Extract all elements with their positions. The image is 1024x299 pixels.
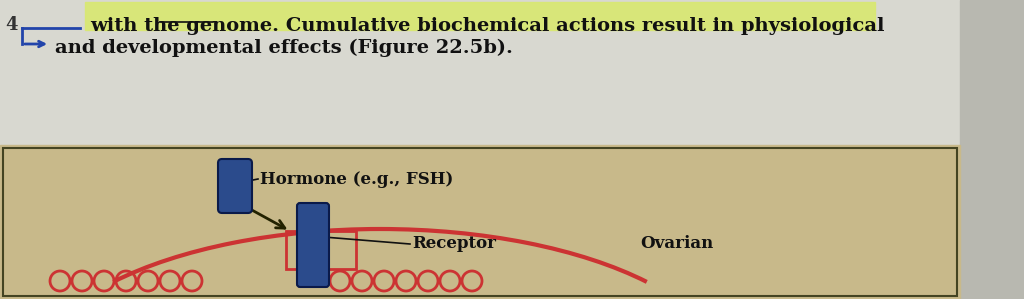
Bar	[85, 2, 874, 30]
Text: Ovarian: Ovarian	[640, 236, 714, 252]
Bar	[3, 148, 957, 296]
Bar	[286, 231, 314, 269]
Bar	[0, 0, 961, 145]
Text: and developmental effects (Figure 22.5b).: and developmental effects (Figure 22.5b)…	[55, 39, 513, 57]
FancyBboxPatch shape	[297, 203, 329, 287]
Bar	[328, 231, 356, 269]
Bar	[0, 145, 961, 299]
Text: Receptor: Receptor	[412, 236, 496, 252]
Text: with the genome. Cumulative biochemical actions result in physiological: with the genome. Cumulative biochemical …	[90, 17, 885, 35]
Text: Hormone (e.g., FSH): Hormone (e.g., FSH)	[260, 170, 454, 187]
FancyBboxPatch shape	[218, 159, 252, 213]
Bar	[961, 0, 1024, 299]
Text: 4: 4	[5, 16, 17, 34]
